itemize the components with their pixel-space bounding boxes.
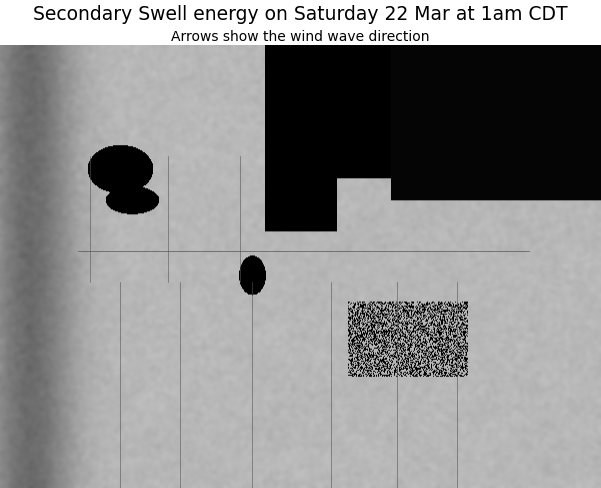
Text: Secondary Swell energy on Saturday 22 Mar at 1am CDT: Secondary Swell energy on Saturday 22 Ma… xyxy=(33,5,568,24)
Text: Arrows show the wind wave direction: Arrows show the wind wave direction xyxy=(171,30,430,44)
